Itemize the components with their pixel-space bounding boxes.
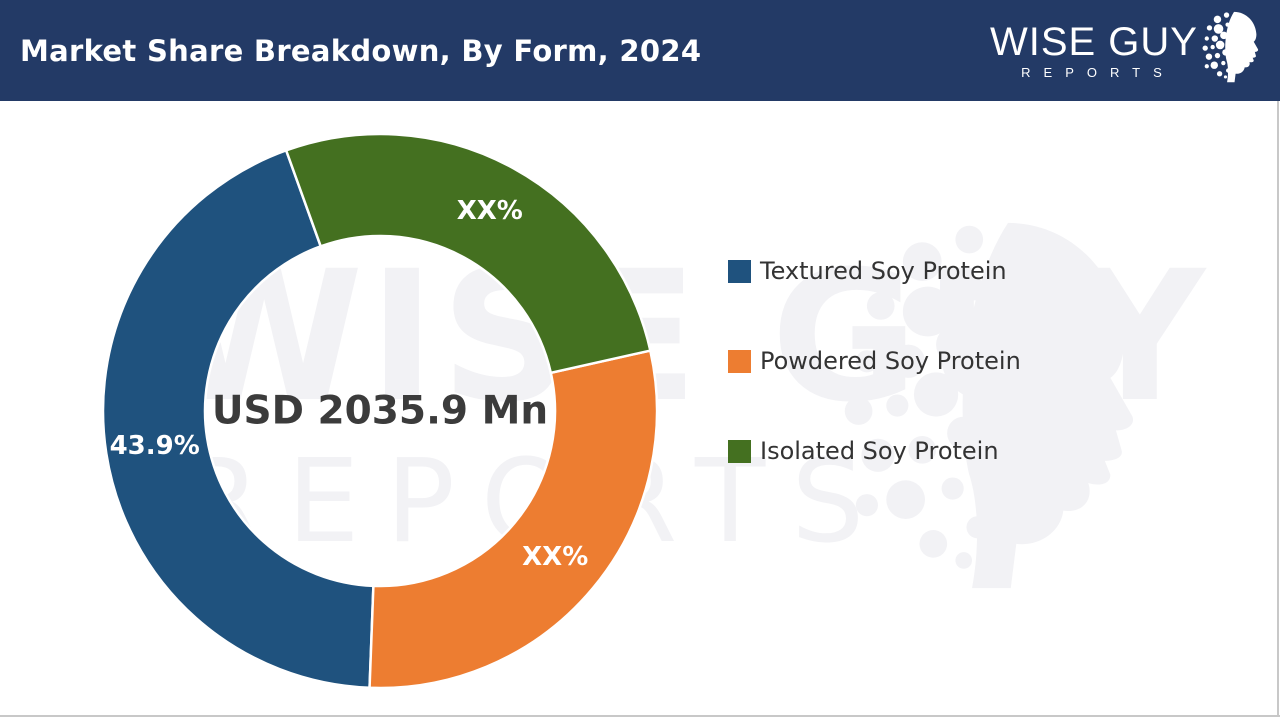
donut-segment-0 bbox=[101, 148, 375, 690]
segment-value-label-0: 43.9% bbox=[110, 431, 200, 461]
segment-value-label-2: XX% bbox=[457, 196, 523, 226]
donut-segment-1 bbox=[368, 349, 659, 690]
page-title: Market Share Breakdown, By Form, 2024 bbox=[20, 33, 702, 68]
legend-label-powdered: Powdered Soy Protein bbox=[760, 347, 1021, 375]
logo-subtitle-text: REPORTS bbox=[1021, 65, 1175, 80]
legend-swatch-textured bbox=[728, 259, 751, 283]
donut-segment-labels: 43.9% XX% XX% bbox=[110, 196, 589, 572]
bottom-border-line bbox=[0, 715, 1280, 717]
legend-item-isolated: Isolated Soy Protein bbox=[728, 437, 1021, 465]
logo-face-icon bbox=[1202, 11, 1259, 83]
right-border-line bbox=[1277, 101, 1279, 715]
legend-swatch-isolated bbox=[728, 439, 751, 463]
wise-guy-logo: WISE GUY REPORTS bbox=[990, 8, 1266, 84]
legend-label-textured: Textured Soy Protein bbox=[760, 257, 1007, 285]
header-bar: Market Share Breakdown, By Form, 2024 WI… bbox=[0, 0, 1280, 101]
legend-item-powdered: Powdered Soy Protein bbox=[728, 347, 1021, 375]
legend-item-textured: Textured Soy Protein bbox=[728, 257, 1021, 285]
segment-value-label-1: XX% bbox=[522, 542, 588, 572]
chart-legend: Textured Soy Protein Powdered Soy Protei… bbox=[728, 257, 1021, 528]
legend-label-isolated: Isolated Soy Protein bbox=[760, 437, 999, 465]
logo-title-text: WISE GUY bbox=[989, 20, 1198, 64]
donut-chart: 43.9% XX% XX% USD 2035.9 Mn bbox=[101, 132, 659, 690]
donut-segments bbox=[101, 132, 659, 690]
legend-swatch-powdered bbox=[728, 349, 751, 373]
donut-segment-2 bbox=[284, 132, 652, 375]
chart-center-total: USD 2035.9 Mn bbox=[212, 389, 548, 434]
logo-wordmark: WISE GUY REPORTS bbox=[990, 22, 1198, 80]
